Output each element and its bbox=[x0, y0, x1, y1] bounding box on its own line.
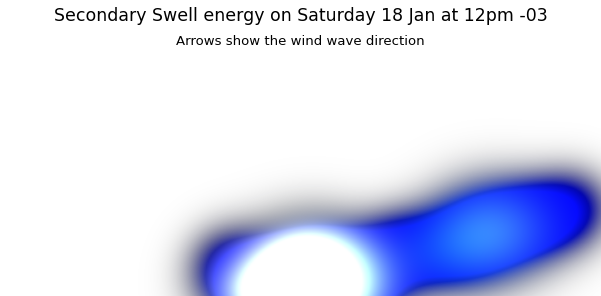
Text: Arrows show the wind wave direction: Arrows show the wind wave direction bbox=[176, 35, 425, 48]
Text: Secondary Swell energy on Saturday 18 Jan at 12pm -03: Secondary Swell energy on Saturday 18 Ja… bbox=[53, 7, 548, 25]
